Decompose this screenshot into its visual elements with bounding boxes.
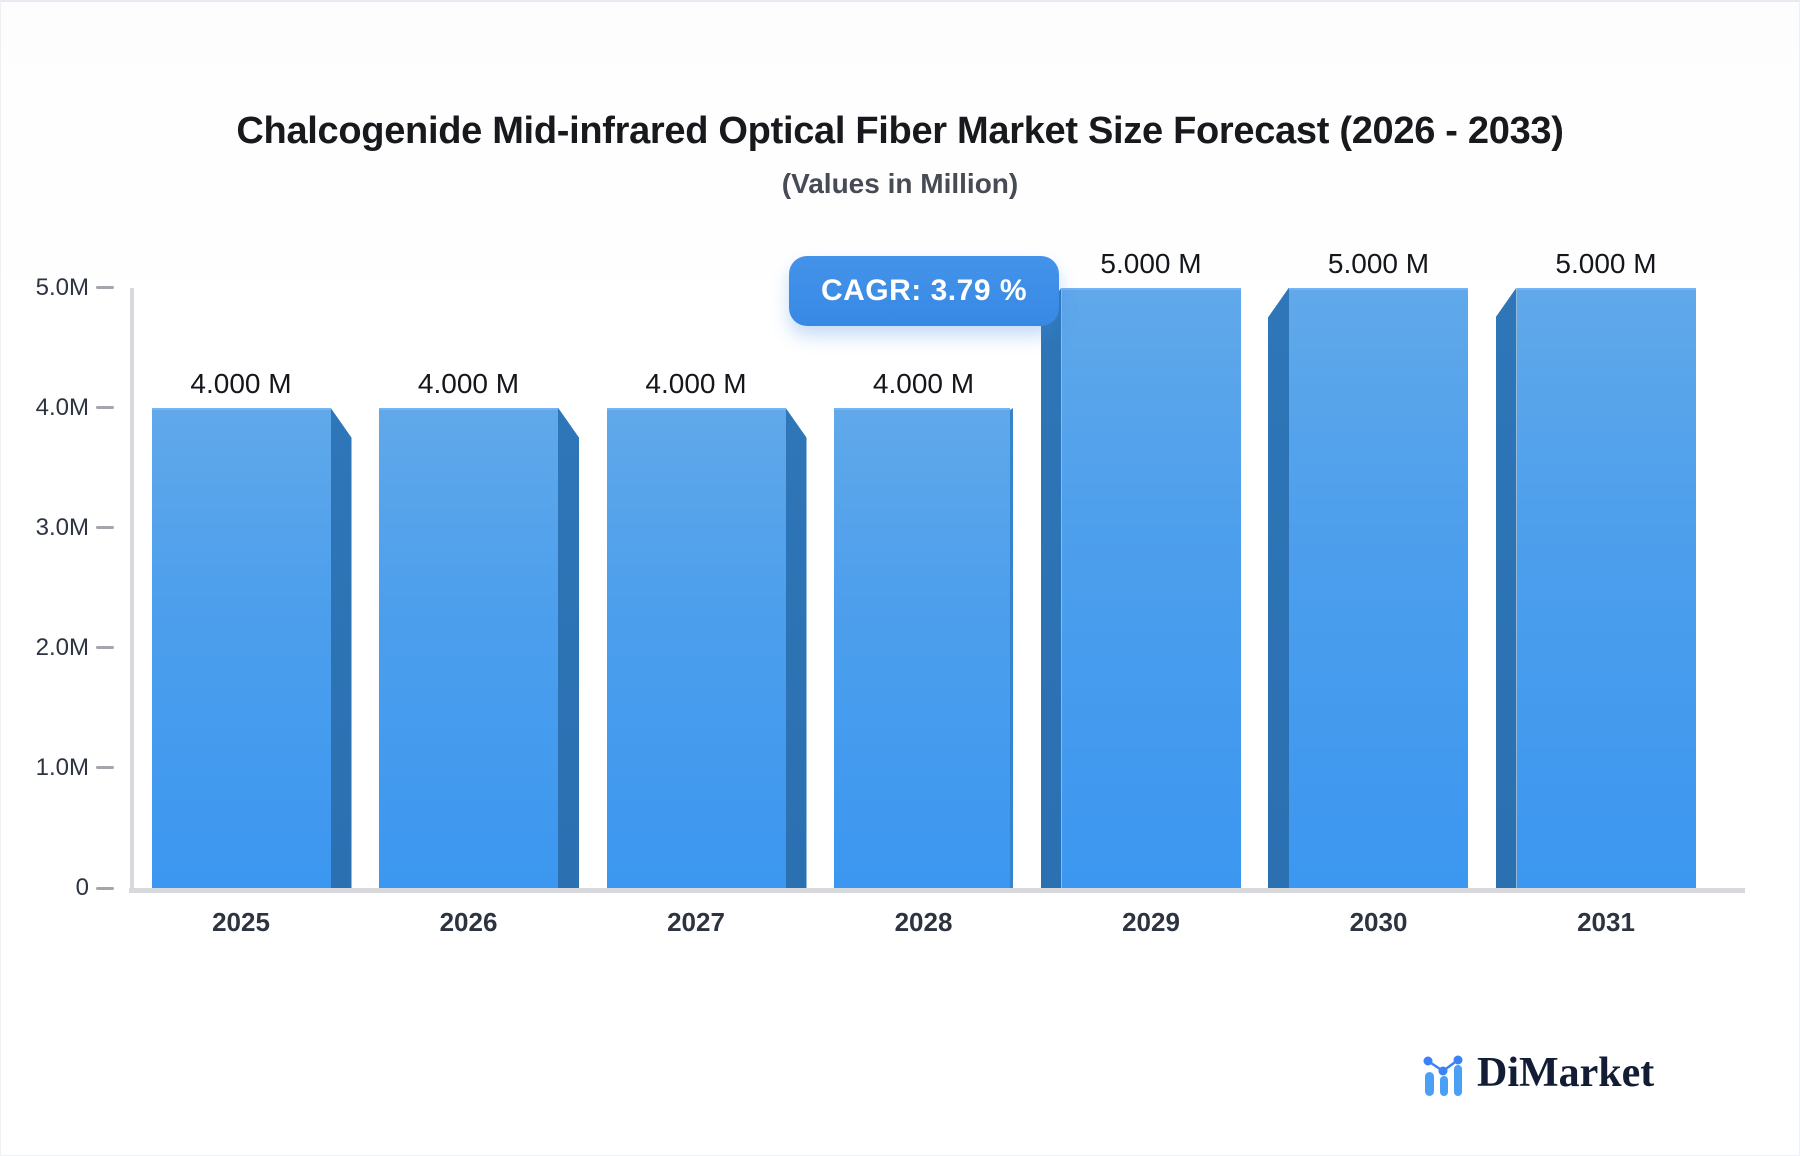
x-axis-label-2029: 2029 — [1122, 907, 1180, 937]
cagr-badge: CAGR: 3.79 % — [789, 256, 1059, 326]
bar-value-label-2029: 5.000 M — [1100, 247, 1202, 279]
y-tick-dash-0 — [96, 886, 114, 890]
cagr-badge-label: CAGR: 3.79 % — [820, 274, 1028, 307]
bar-2025[interactable] — [151, 407, 331, 888]
bar-3d-side-2025 — [330, 407, 352, 888]
bar-2029[interactable] — [1061, 287, 1241, 888]
bar-value-label-2030: 5.000 M — [1327, 247, 1430, 279]
bar-3d-side-2027 — [785, 407, 807, 888]
bar-value-label-2026: 4.000 M — [417, 367, 520, 399]
brand-logo[interactable]: DiMarket — [1421, 1044, 1654, 1096]
y-tick-dash-4.0M — [96, 406, 114, 410]
bar-3d-side-2026 — [558, 407, 579, 888]
bar-2031[interactable] — [1516, 287, 1696, 888]
x-axis-label-2031: 2031 — [1577, 907, 1635, 937]
y-axis-label-5.0M: 5.0M — [35, 273, 89, 301]
bar-3d-side-2031 — [1495, 287, 1517, 888]
x-axis-label-2025: 2025 — [212, 907, 270, 937]
bar-value-label-2025: 4.000 M — [190, 367, 292, 399]
bar-2026[interactable] — [379, 407, 558, 888]
bar-3d-side-2029 — [1040, 287, 1062, 888]
y-tick-dash-2.0M — [96, 646, 114, 650]
y-tick-dash-3.0M — [96, 526, 114, 530]
bar-value-label-2027: 4.000 M — [645, 367, 747, 399]
y-tick-dash-5.0M — [96, 286, 114, 289]
x-axis-label-2027: 2027 — [667, 907, 725, 937]
y-axis-line — [130, 288, 134, 891]
bar-3d-side-2030 — [1268, 287, 1289, 888]
brand-name: DiMarket — [1477, 1050, 1655, 1096]
x-axis-label-2028: 2028 — [894, 907, 953, 937]
y-axis-label-2.0M: 2.0M — [35, 633, 89, 661]
bar-chart-logo-icon — [1421, 1054, 1465, 1096]
y-axis-label-4.0M: 4.0M — [35, 393, 89, 421]
bar-2028[interactable] — [834, 407, 1013, 888]
bar-2030[interactable] — [1289, 287, 1468, 888]
y-axis-label-0: 0 — [75, 874, 89, 901]
x-axis-label-2026: 2026 — [439, 907, 498, 937]
y-axis-label-1.0M: 1.0M — [35, 753, 89, 781]
x-axis-label-2030: 2030 — [1349, 907, 1408, 937]
y-axis-label-3.0M: 3.0M — [35, 513, 89, 541]
chart-subtitle: (Values in Million) — [781, 168, 1019, 199]
bar-value-label-2031: 5.000 M — [1555, 247, 1657, 279]
bar-value-label-2028: 4.000 M — [872, 367, 975, 399]
bar-2027[interactable] — [606, 407, 786, 888]
y-tick-dash-1.0M — [96, 766, 114, 770]
chart-title: Chalcogenide Mid-infrared Optical Fiber … — [236, 110, 1564, 152]
x-axis-baseline — [129, 888, 1745, 893]
